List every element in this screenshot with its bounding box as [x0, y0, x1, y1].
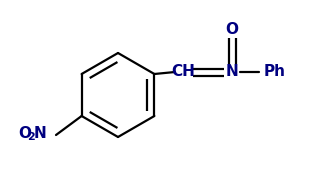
Text: 2: 2 — [27, 132, 35, 142]
Text: O: O — [18, 125, 31, 140]
Text: N: N — [225, 65, 238, 80]
Text: O: O — [225, 22, 239, 38]
Text: N: N — [34, 125, 47, 140]
Text: CH: CH — [171, 65, 195, 80]
Text: Ph: Ph — [264, 65, 286, 80]
